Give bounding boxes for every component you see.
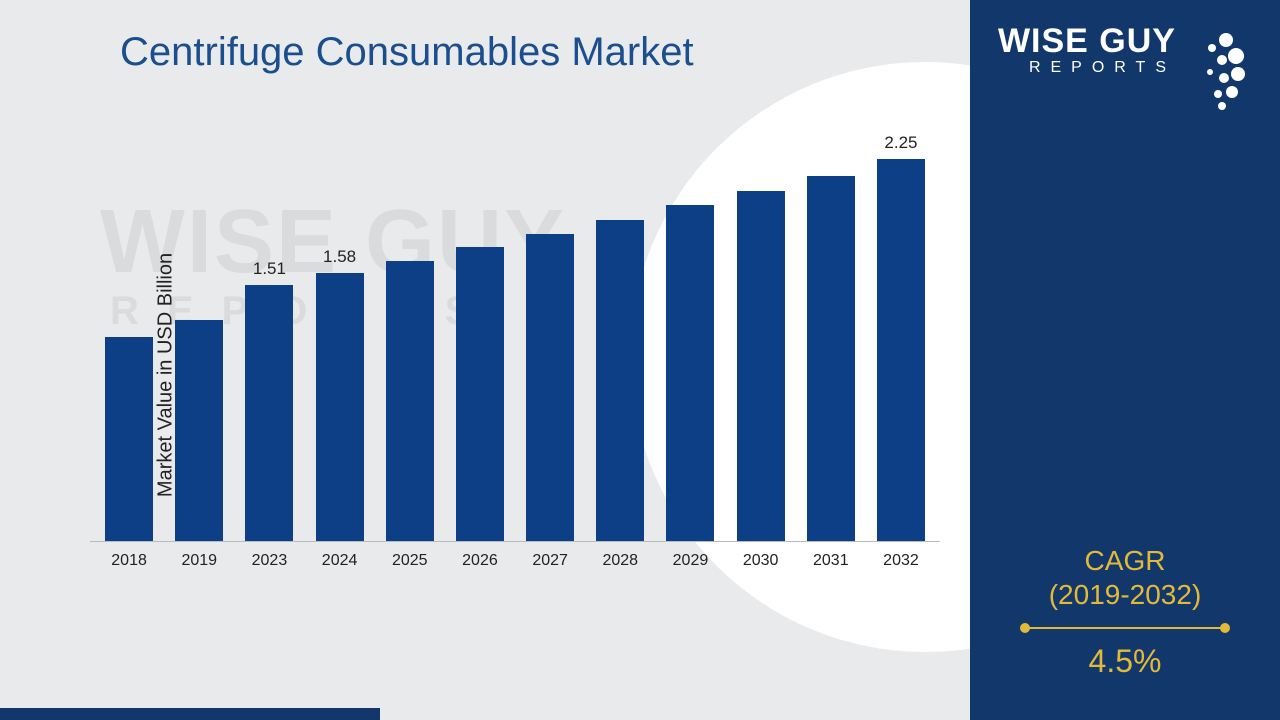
- bar-column: 1.51: [234, 259, 304, 542]
- bar-value-label: 1.51: [253, 259, 286, 279]
- plot-area: 1.511.582.25 201820192023202420252026202…: [90, 150, 940, 570]
- x-tick-label: 2028: [585, 552, 655, 570]
- bars-container: 1.511.582.25: [90, 150, 940, 542]
- bar-column: [94, 311, 164, 542]
- bar-value-label: 1.58: [323, 247, 356, 267]
- cagr-divider: [1025, 627, 1225, 629]
- footer-accent-bar: [0, 708, 380, 720]
- bar-column: [655, 179, 725, 542]
- cagr-value: 4.5%: [1000, 643, 1250, 680]
- x-tick-label: 2025: [375, 552, 445, 570]
- bar: [175, 320, 223, 542]
- cagr-callout: CAGR (2019-2032) 4.5%: [1000, 545, 1250, 680]
- bar: [316, 273, 364, 542]
- bar: [105, 337, 153, 542]
- x-tick-label: 2026: [445, 552, 515, 570]
- bar: [877, 159, 925, 542]
- x-tick-label: 2023: [234, 552, 304, 570]
- brain-dots-icon: [1182, 26, 1246, 116]
- cagr-range: (2019-2032): [1000, 579, 1250, 611]
- bar: [386, 261, 434, 542]
- bar-column: [445, 221, 515, 542]
- x-tick-label: 2031: [796, 552, 866, 570]
- bar: [737, 191, 785, 542]
- bar: [526, 234, 574, 542]
- bar-column: [796, 150, 866, 542]
- x-tick-label: 2030: [726, 552, 796, 570]
- x-axis-line: [90, 541, 940, 542]
- bar: [666, 205, 714, 542]
- x-tick-label: 2019: [164, 552, 234, 570]
- bar: [245, 285, 293, 542]
- bar-value-label: 2.25: [884, 133, 917, 153]
- brand-subtitle: REPORTS: [998, 59, 1176, 77]
- bar-column: [375, 235, 445, 542]
- brand-logo: WISE GUY REPORTS: [998, 22, 1246, 77]
- chart-title: Centrifuge Consumables Market: [120, 30, 694, 75]
- sidebar-panel: WISE GUY REPORTS CAGR (2019-2032) 4.5%: [970, 0, 1280, 720]
- x-tick-label: 2032: [866, 552, 936, 570]
- x-tick-label: 2027: [515, 552, 585, 570]
- x-tick-label: 2018: [94, 552, 164, 570]
- brand-name: WISE GUY: [998, 22, 1176, 61]
- x-tick-label: 2029: [655, 552, 725, 570]
- bar-column: 2.25: [866, 133, 936, 542]
- chart-area: Market Value in USD Billion 1.511.582.25…: [50, 150, 950, 600]
- bar-column: 1.58: [305, 247, 375, 542]
- cagr-label: CAGR: [1000, 545, 1250, 577]
- bar-column: [726, 165, 796, 542]
- x-tick-label: 2024: [305, 552, 375, 570]
- bar: [596, 220, 644, 542]
- bar-column: [585, 194, 655, 542]
- x-labels-row: 2018201920232024202520262027202820292030…: [90, 552, 940, 570]
- bar: [807, 176, 855, 542]
- bar: [456, 247, 504, 542]
- bar-column: [164, 294, 234, 542]
- page-canvas: WISE GUY REPORTS WISE GUY REPORTS CAGR (…: [0, 0, 1280, 720]
- bar-column: [515, 208, 585, 542]
